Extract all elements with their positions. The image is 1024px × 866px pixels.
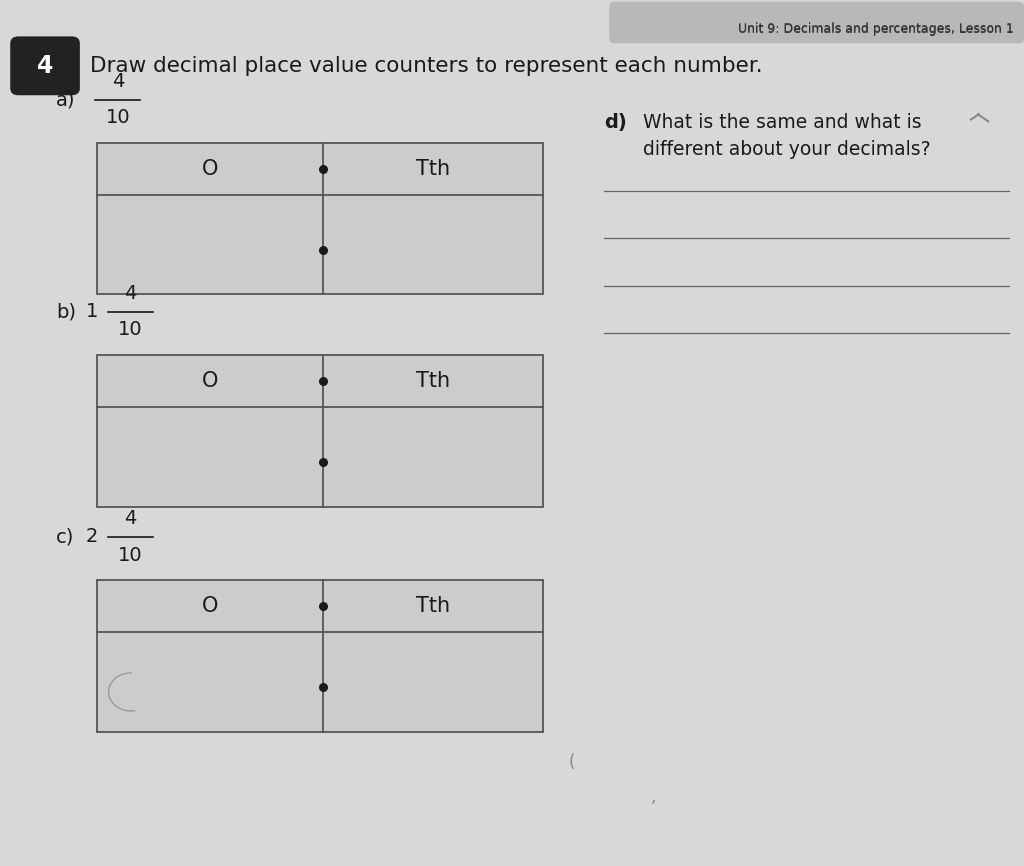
Text: O: O	[202, 596, 218, 617]
Text: a): a)	[56, 90, 76, 109]
Text: (: (	[568, 753, 574, 771]
Text: Unit 9: Decimals and percentages, Lesson 1: Unit 9: Decimals and percentages, Lesson…	[738, 22, 1014, 35]
Text: 10: 10	[118, 320, 142, 339]
Text: What is the same and what is
different about your decimals?: What is the same and what is different a…	[643, 113, 931, 158]
Text: b): b)	[56, 302, 77, 321]
Bar	[97, 580, 543, 732]
Text: 4: 4	[124, 509, 136, 528]
Text: Tth: Tth	[416, 158, 450, 179]
Text: d): d)	[604, 113, 627, 132]
Text: Tth: Tth	[416, 596, 450, 617]
Text: 10: 10	[118, 546, 142, 565]
Text: Draw decimal place value counters to represent each number.: Draw decimal place value counters to rep…	[90, 55, 763, 76]
Text: 10: 10	[105, 108, 130, 127]
Text: 4: 4	[37, 54, 53, 78]
Bar	[97, 355, 543, 507]
Text: 1: 1	[86, 302, 98, 321]
Text: O: O	[202, 158, 218, 179]
Text: 2: 2	[86, 527, 98, 546]
Text: 4: 4	[124, 284, 136, 303]
Text: O: O	[202, 371, 218, 391]
Bar	[97, 143, 543, 294]
FancyBboxPatch shape	[609, 2, 1024, 43]
Text: 4: 4	[112, 72, 124, 91]
Text: ,: ,	[650, 788, 655, 805]
Text: c): c)	[56, 527, 75, 546]
Text: Unit 9: Decimals and percentages, Lesson 1: Unit 9: Decimals and percentages, Lesson…	[738, 23, 1014, 36]
FancyBboxPatch shape	[10, 36, 80, 95]
Text: Tth: Tth	[416, 371, 450, 391]
